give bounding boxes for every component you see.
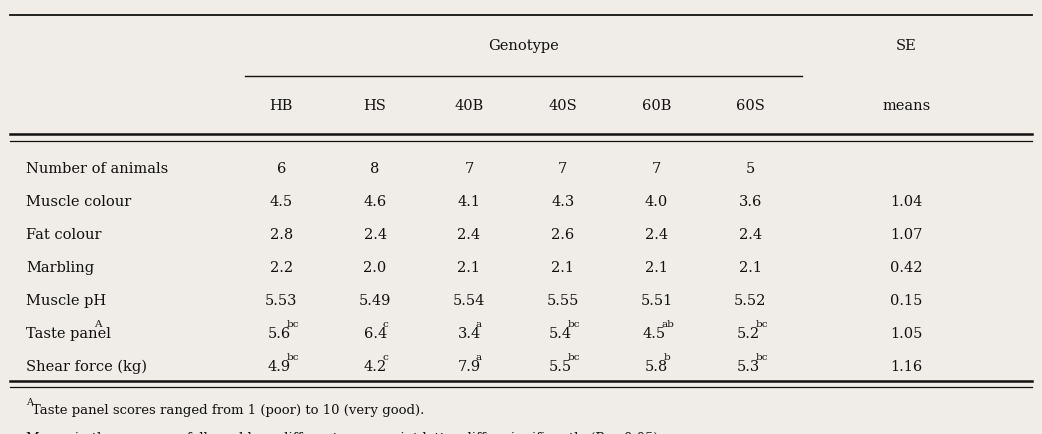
Text: bc: bc [287, 320, 299, 329]
Text: SE: SE [896, 39, 917, 53]
Text: 5.8: 5.8 [645, 360, 668, 374]
Text: 4.3: 4.3 [551, 195, 574, 209]
Text: bc: bc [568, 353, 580, 362]
Text: 7: 7 [652, 162, 661, 176]
Text: HB: HB [270, 99, 293, 113]
Text: 2.1: 2.1 [645, 261, 668, 275]
Text: Shear force (kg): Shear force (kg) [26, 360, 147, 375]
Text: 5.53: 5.53 [265, 294, 298, 308]
Text: 5.2: 5.2 [737, 327, 760, 341]
Text: 4.2: 4.2 [364, 360, 387, 374]
Text: A: A [94, 320, 101, 329]
Text: 2.0: 2.0 [364, 261, 387, 275]
Text: 2.8: 2.8 [270, 228, 293, 242]
Text: Muscle colour: Muscle colour [26, 195, 131, 209]
Text: Fat colour: Fat colour [26, 228, 101, 242]
Text: 1.04: 1.04 [890, 195, 923, 209]
Text: 5: 5 [746, 162, 754, 176]
Text: 4.0: 4.0 [645, 195, 668, 209]
Text: 7.9: 7.9 [457, 360, 480, 374]
Text: 2.6: 2.6 [551, 228, 574, 242]
Text: 60S: 60S [736, 99, 765, 113]
Text: bc: bc [568, 320, 580, 329]
Text: 3.6: 3.6 [739, 195, 762, 209]
Text: 4.5: 4.5 [270, 195, 293, 209]
Text: a: a [476, 353, 482, 362]
Text: 5.5: 5.5 [549, 360, 572, 374]
Text: 5.49: 5.49 [358, 294, 392, 308]
Text: 6.4: 6.4 [364, 327, 387, 341]
Text: 2.4: 2.4 [364, 228, 387, 242]
Text: a: a [476, 320, 482, 329]
Text: HS: HS [364, 99, 387, 113]
Text: Number of animals: Number of animals [26, 162, 169, 176]
Text: c: c [382, 353, 388, 362]
Text: Marbling: Marbling [26, 261, 94, 275]
Text: 4.5: 4.5 [643, 327, 666, 341]
Text: 2.4: 2.4 [739, 228, 762, 242]
Text: 60B: 60B [642, 99, 671, 113]
Text: Taste panel scores ranged from 1 (poor) to 10 (very good).: Taste panel scores ranged from 1 (poor) … [32, 404, 424, 417]
Text: 5.54: 5.54 [452, 294, 486, 308]
Text: 5.3: 5.3 [737, 360, 760, 374]
Text: ab: ab [662, 320, 674, 329]
Text: 4.6: 4.6 [364, 195, 387, 209]
Text: 6: 6 [277, 162, 286, 176]
Text: 4.9: 4.9 [268, 360, 291, 374]
Text: 40S: 40S [548, 99, 577, 113]
Text: 2.1: 2.1 [551, 261, 574, 275]
Text: 2.4: 2.4 [645, 228, 668, 242]
Text: 2.1: 2.1 [739, 261, 762, 275]
Text: 2.2: 2.2 [270, 261, 293, 275]
Text: 4.1: 4.1 [457, 195, 480, 209]
Text: bc: bc [755, 320, 768, 329]
Text: 8: 8 [371, 162, 379, 176]
Text: 3.4: 3.4 [457, 327, 480, 341]
Text: Means in the same row followed by a different superscript letter differ signific: Means in the same row followed by a diff… [26, 432, 663, 434]
Text: bc: bc [287, 353, 299, 362]
Text: Muscle pH: Muscle pH [26, 294, 106, 308]
Text: b: b [664, 353, 670, 362]
Text: 7: 7 [559, 162, 567, 176]
Text: 7: 7 [465, 162, 473, 176]
Text: 5.52: 5.52 [734, 294, 767, 308]
Text: A: A [26, 398, 33, 407]
Text: 2.4: 2.4 [457, 228, 480, 242]
Text: 0.42: 0.42 [890, 261, 923, 275]
Text: Genotype: Genotype [488, 39, 559, 53]
Text: 1.16: 1.16 [891, 360, 922, 374]
Text: 1.05: 1.05 [890, 327, 923, 341]
Text: means: means [883, 99, 931, 113]
Text: 0.15: 0.15 [890, 294, 923, 308]
Text: 5.6: 5.6 [268, 327, 291, 341]
Text: bc: bc [755, 353, 768, 362]
Text: 5.51: 5.51 [641, 294, 672, 308]
Text: 2.1: 2.1 [457, 261, 480, 275]
Text: 5.4: 5.4 [549, 327, 572, 341]
Text: 5.55: 5.55 [546, 294, 579, 308]
Text: 1.07: 1.07 [890, 228, 923, 242]
Text: 40B: 40B [454, 99, 483, 113]
Text: c: c [382, 320, 388, 329]
Text: Taste panel: Taste panel [26, 327, 110, 341]
